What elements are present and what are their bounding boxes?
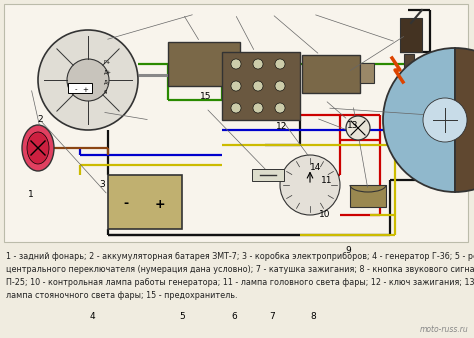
Wedge shape: [455, 48, 474, 192]
Bar: [168, 42, 240, 86]
Circle shape: [253, 59, 263, 69]
Text: 13: 13: [347, 121, 359, 129]
Circle shape: [253, 103, 263, 113]
Bar: [404, 54, 414, 86]
Text: 14: 14: [310, 163, 321, 172]
Text: Г+: Г+: [104, 59, 111, 65]
Bar: [222, 52, 300, 120]
Bar: [350, 185, 386, 207]
Text: 4: 4: [90, 312, 95, 320]
Circle shape: [275, 103, 285, 113]
Text: +: +: [82, 87, 88, 93]
Bar: [4, 4, 468, 242]
Circle shape: [253, 81, 263, 91]
Text: лампа стояночного света фары; 15 - предохранитель.: лампа стояночного света фары; 15 - предо…: [6, 291, 237, 300]
Text: 7: 7: [270, 312, 275, 320]
Text: 8: 8: [310, 312, 316, 320]
Wedge shape: [383, 48, 455, 192]
Text: 5: 5: [180, 312, 185, 320]
Text: +: +: [155, 197, 165, 211]
Bar: [302, 55, 360, 93]
Text: 2: 2: [37, 116, 43, 124]
Text: центрального переключателя (нумерация дана условно); 7 - катушка зажигания; 8 - : центрального переключателя (нумерация да…: [6, 265, 474, 274]
Bar: [400, 18, 422, 52]
Circle shape: [275, 59, 285, 69]
Bar: [360, 63, 374, 83]
Bar: [68, 83, 92, 93]
Ellipse shape: [27, 132, 49, 164]
Circle shape: [231, 103, 241, 113]
Text: -: -: [75, 87, 77, 93]
Text: 9: 9: [346, 246, 351, 255]
Text: moto-russ.ru: moto-russ.ru: [419, 325, 468, 334]
Text: Д+: Д+: [104, 70, 112, 74]
Text: 15: 15: [201, 92, 212, 101]
Circle shape: [231, 81, 241, 91]
Text: 10: 10: [319, 210, 330, 219]
Circle shape: [231, 59, 241, 69]
Text: 6: 6: [232, 312, 237, 320]
Bar: [252, 169, 284, 181]
Text: Д-: Д-: [104, 79, 109, 84]
Circle shape: [275, 81, 285, 91]
Text: 1 - задний фонарь; 2 - аккумуляторная батарея ЗМТ-7; 3 - коробка электроприборов: 1 - задний фонарь; 2 - аккумуляторная ба…: [6, 252, 474, 261]
Circle shape: [423, 98, 467, 142]
Circle shape: [346, 116, 370, 140]
Circle shape: [38, 30, 138, 130]
Circle shape: [67, 59, 109, 101]
Text: Я: Я: [104, 90, 108, 95]
Ellipse shape: [22, 125, 54, 171]
Text: 12: 12: [276, 122, 288, 131]
Text: 3: 3: [99, 180, 105, 189]
Text: 11: 11: [321, 176, 333, 185]
Text: 1: 1: [28, 190, 34, 199]
Text: -: -: [123, 197, 128, 211]
Bar: [108, 175, 182, 229]
Circle shape: [280, 155, 340, 215]
Text: П-25; 10 - контрольная лампа работы генератора; 11 - лампа головного света фары;: П-25; 10 - контрольная лампа работы гене…: [6, 278, 474, 287]
